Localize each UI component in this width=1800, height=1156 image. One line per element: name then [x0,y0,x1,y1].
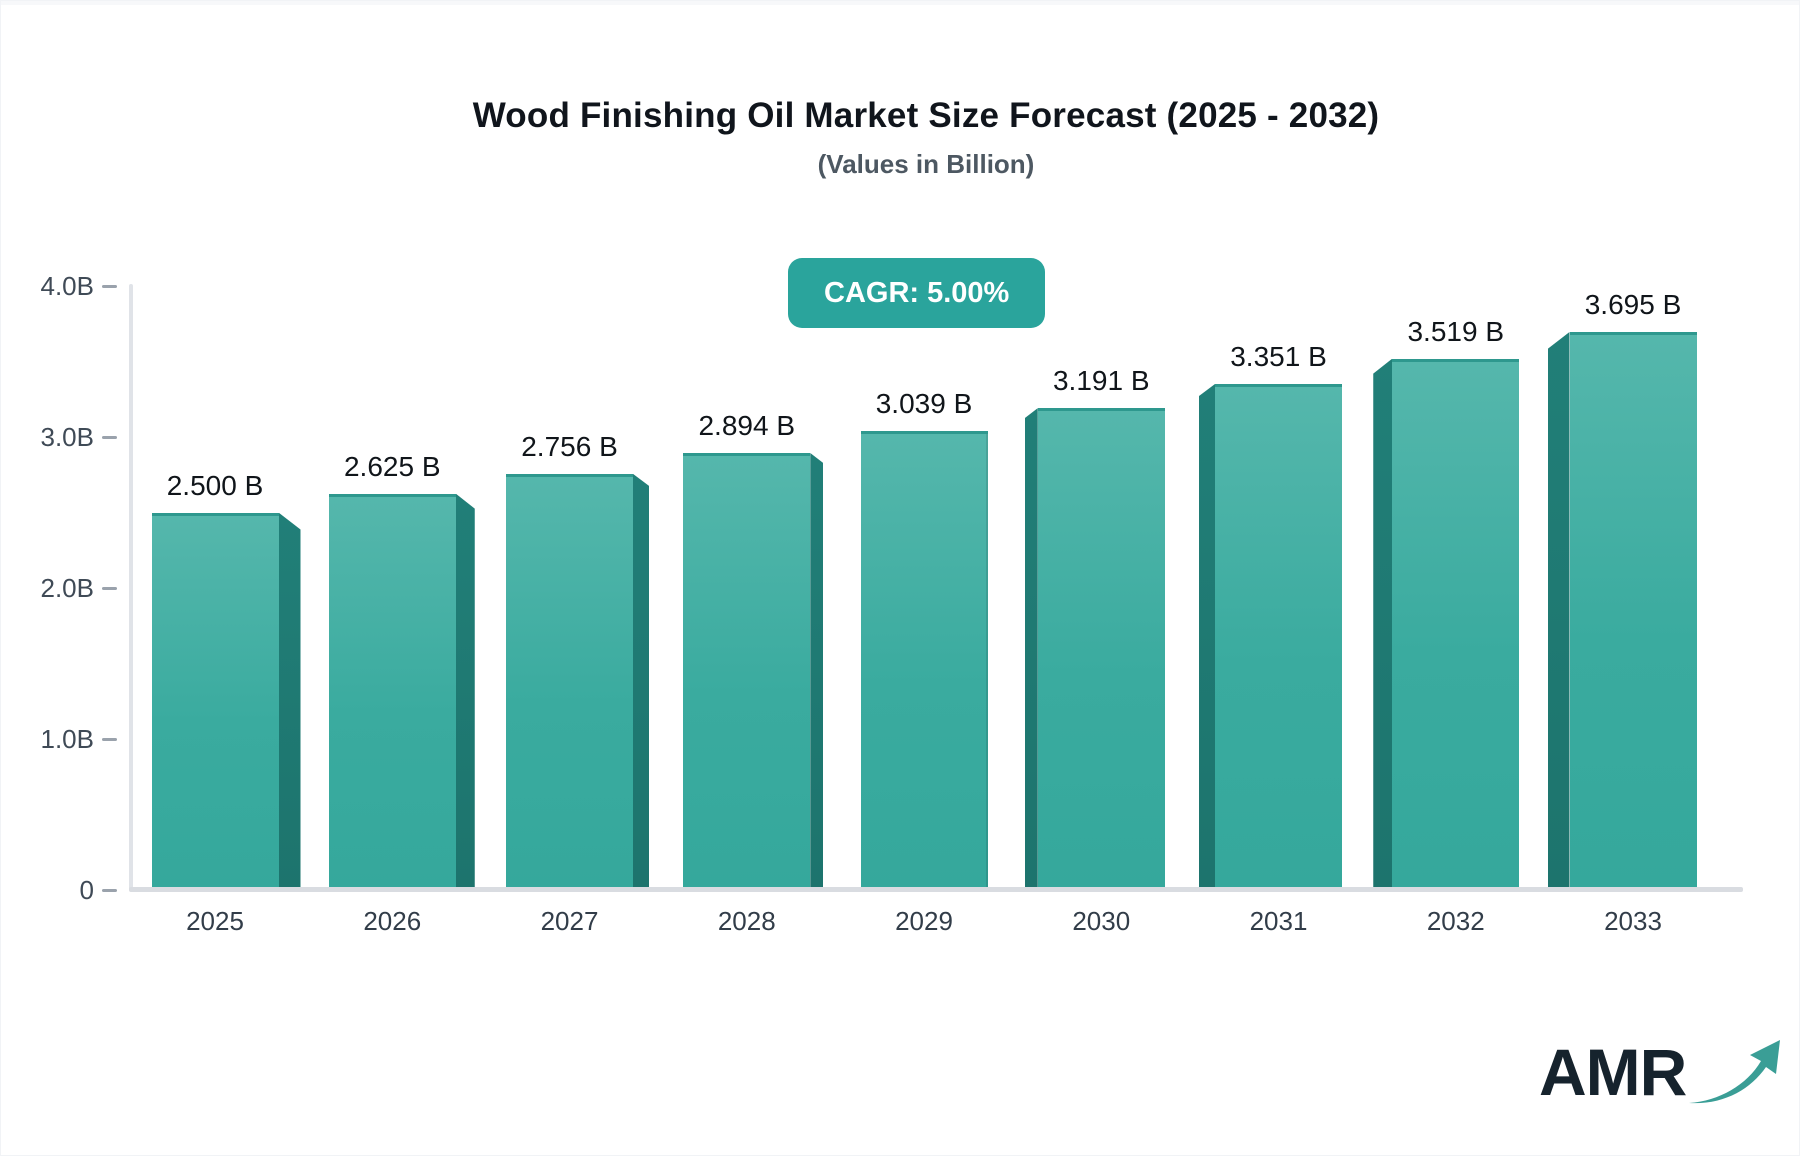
x-axis-label: 2033 [1604,906,1662,936]
bar-2031 [1215,383,1342,890]
bar-value-label: 2.756 B [521,430,618,462]
x-axis-label: 2025 [186,906,244,936]
bar-2030 [1037,408,1165,890]
bar-2028 [683,453,811,890]
bar-value-label: 3.191 B [1052,365,1150,397]
x-axis-baseline [129,887,1743,892]
amr-logo-text: AMR [1539,1035,1687,1109]
y-axis-label: 1.0B [40,724,95,754]
bar-value-label: 3.519 B [1407,315,1505,347]
y-axis-tick [102,284,117,288]
growth-arrow-icon [1687,1033,1783,1114]
x-axis-label: 2031 [1249,906,1308,936]
x-axis-label: 2026 [363,906,422,936]
x-axis-label: 2032 [1426,906,1485,936]
bar-2032 [1392,358,1520,890]
bar-value-label: 2.894 B [698,410,796,441]
y-axis-tick [102,888,117,892]
bar-side-face [1373,358,1393,890]
y-axis-label: 3.0B [40,422,95,452]
bar-2027 [506,473,633,890]
y-axis-tick [102,435,117,439]
bar-value-label: 3.039 B [875,388,973,420]
y-axis-tick [102,586,117,590]
x-axis-label: 2030 [1072,906,1131,936]
bar-side-face [278,512,301,890]
bar-side-face [455,493,475,890]
cagr-badge-label: CAGR: 5.00% [824,276,1010,309]
bar-value-label: 3.695 B [1584,289,1682,321]
amr-logo: AMR [1539,1033,1780,1123]
x-axis-label: 2029 [895,906,953,936]
y-axis-label: 2.0B [40,573,95,603]
chart-subtitle: (Values in Billion) [817,149,1035,179]
bar-value-label: 3.351 B [1230,340,1327,372]
bar-side-face [1547,332,1570,890]
y-axis-line [129,284,133,890]
y-axis-label: 4.0B [40,271,95,301]
bar-value-label: 2.625 B [343,450,441,482]
bar-side-face [633,473,649,890]
bar-side-face [1199,383,1215,890]
bar-value-label: 2.500 B [166,469,264,501]
bar-2033 [1569,332,1697,890]
page-top-strip [1,1,1799,5]
x-axis-label: 2027 [540,906,599,936]
x-axis-label: 2028 [717,906,776,936]
bar-2025 [151,512,279,890]
y-axis-label: 0 [79,875,94,905]
bar-side-face [1024,408,1038,890]
cagr-badge: CAGR: 5.00% [788,258,1046,328]
bar-2029 [860,431,988,890]
bar-side-face [810,453,824,890]
chart-title: Wood Finishing Oil Market Size Forecast … [472,96,1380,135]
bar-2026 [328,493,456,890]
y-axis-tick [102,737,117,741]
